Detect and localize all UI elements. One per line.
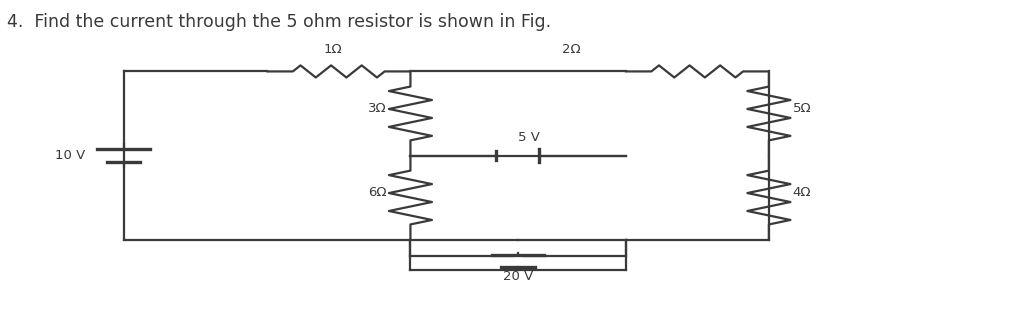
Text: 2Ω: 2Ω [562, 43, 581, 56]
Text: 20 V: 20 V [503, 270, 534, 283]
Text: 3Ω: 3Ω [368, 102, 386, 115]
Text: 6Ω: 6Ω [368, 186, 386, 199]
Text: 10 V: 10 V [54, 149, 85, 162]
Text: 5Ω: 5Ω [793, 102, 811, 115]
Text: 5 V: 5 V [518, 131, 540, 144]
Text: 4.  Find the current through the 5 ohm resistor is shown in Fig.: 4. Find the current through the 5 ohm re… [6, 12, 551, 30]
Text: 1Ω: 1Ω [324, 43, 342, 56]
Text: 4Ω: 4Ω [793, 186, 811, 199]
